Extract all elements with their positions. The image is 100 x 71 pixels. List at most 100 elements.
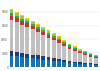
Bar: [52, 40, 56, 58]
Bar: [20, 19, 24, 21]
Bar: [62, 62, 66, 67]
Bar: [41, 56, 45, 60]
Bar: [78, 51, 82, 52]
Bar: [57, 37, 61, 39]
Bar: [46, 57, 50, 60]
Bar: [20, 16, 24, 19]
Bar: [46, 38, 50, 57]
Bar: [26, 24, 29, 27]
Bar: [15, 22, 19, 52]
Bar: [94, 65, 98, 67]
Bar: [36, 25, 40, 27]
Bar: [10, 13, 14, 16]
Bar: [89, 57, 92, 63]
Bar: [41, 30, 45, 32]
Bar: [94, 58, 98, 64]
Bar: [26, 54, 29, 58]
Bar: [62, 41, 66, 42]
Bar: [73, 51, 77, 62]
Bar: [31, 29, 34, 55]
Bar: [62, 46, 66, 60]
Bar: [26, 18, 29, 19]
Bar: [36, 24, 40, 25]
Bar: [68, 44, 71, 45]
Bar: [31, 58, 34, 67]
Bar: [46, 30, 50, 31]
Bar: [20, 15, 24, 16]
Bar: [15, 52, 19, 56]
Bar: [31, 24, 34, 26]
Bar: [83, 52, 87, 54]
Bar: [31, 55, 34, 58]
Bar: [62, 60, 66, 62]
Bar: [52, 37, 56, 40]
Bar: [57, 43, 61, 59]
Bar: [57, 40, 61, 43]
Bar: [15, 12, 19, 13]
Bar: [20, 53, 24, 57]
Bar: [41, 28, 45, 30]
Bar: [52, 34, 56, 36]
Bar: [89, 64, 92, 67]
Bar: [10, 20, 14, 51]
Bar: [73, 46, 77, 47]
Bar: [20, 57, 24, 67]
Bar: [73, 62, 77, 63]
Bar: [68, 63, 71, 67]
Bar: [10, 51, 14, 56]
Bar: [68, 61, 71, 63]
Bar: [83, 51, 87, 52]
Bar: [26, 27, 29, 54]
Bar: [52, 58, 56, 61]
Bar: [20, 21, 24, 25]
Bar: [36, 29, 40, 32]
Bar: [78, 50, 82, 51]
Bar: [83, 54, 87, 55]
Bar: [78, 53, 82, 62]
Bar: [73, 63, 77, 67]
Bar: [20, 25, 24, 53]
Bar: [52, 61, 56, 67]
Bar: [52, 33, 56, 34]
Bar: [26, 21, 29, 24]
Bar: [31, 26, 34, 29]
Bar: [78, 64, 82, 67]
Bar: [78, 62, 82, 64]
Bar: [57, 59, 61, 61]
Bar: [36, 56, 40, 59]
Bar: [89, 53, 92, 54]
Bar: [62, 42, 66, 44]
Bar: [15, 16, 19, 18]
Bar: [10, 9, 14, 10]
Bar: [89, 55, 92, 57]
Bar: [73, 47, 77, 48]
Bar: [83, 64, 87, 67]
Bar: [41, 35, 45, 56]
Bar: [31, 21, 34, 22]
Bar: [15, 56, 19, 67]
Bar: [36, 59, 40, 67]
Bar: [36, 27, 40, 29]
Bar: [94, 64, 98, 65]
Bar: [73, 48, 77, 49]
Bar: [57, 36, 61, 37]
Bar: [31, 22, 34, 24]
Bar: [41, 27, 45, 28]
Bar: [10, 16, 14, 20]
Bar: [68, 45, 71, 47]
Bar: [78, 49, 82, 50]
Bar: [89, 63, 92, 64]
Bar: [94, 56, 98, 57]
Bar: [46, 60, 50, 67]
Bar: [68, 49, 71, 61]
Bar: [94, 57, 98, 58]
Bar: [15, 18, 19, 22]
Bar: [26, 19, 29, 21]
Bar: [36, 32, 40, 56]
Bar: [68, 47, 71, 49]
Bar: [46, 31, 50, 33]
Bar: [10, 56, 14, 67]
Bar: [15, 13, 19, 16]
Bar: [10, 10, 14, 13]
Bar: [41, 32, 45, 35]
